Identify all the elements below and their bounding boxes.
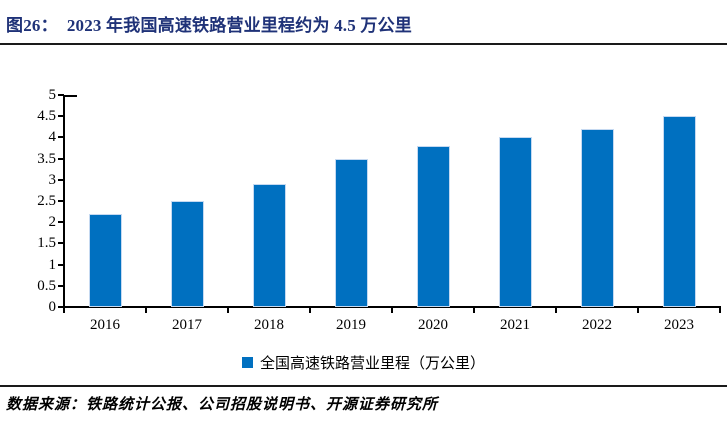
legend-swatch xyxy=(241,357,253,368)
x-axis-label: 2019 xyxy=(336,317,366,333)
source-text: 数据来源：铁路统计公报、公司招股说明书、开源证券研究所 xyxy=(6,397,439,413)
bar-2022 xyxy=(580,128,614,307)
x-axis-label: 2016 xyxy=(90,317,120,333)
source-rule xyxy=(0,385,727,387)
y-axis-tick xyxy=(58,178,64,181)
x-axis-label: 2018 xyxy=(254,317,284,333)
y-axis-tick xyxy=(58,242,64,245)
legend-label: 全国高速铁路营业里程（万公里） xyxy=(259,356,485,372)
y-axis-tick xyxy=(58,200,64,202)
x-axis-label: 2022 xyxy=(582,317,612,333)
bar-2016 xyxy=(88,213,122,307)
y-axis-top-tick xyxy=(63,95,77,97)
y-axis-tick-label: 0.5 xyxy=(37,277,56,294)
y-axis xyxy=(63,95,65,308)
figure-title-text: 2023 年我国高速铁路营业里程约为 4.5 万公里 xyxy=(66,16,413,35)
x-axis-tick xyxy=(719,307,721,313)
y-axis-tick-label: 1 xyxy=(48,256,57,273)
y-axis-tick xyxy=(58,136,64,139)
y-axis-tick xyxy=(58,263,64,266)
y-axis-tick-label: 0 xyxy=(48,299,57,315)
bar-2017 xyxy=(170,201,204,307)
bar-2021 xyxy=(498,137,532,307)
x-axis-tick xyxy=(309,307,311,313)
x-axis-tick xyxy=(637,307,639,313)
figure-title: 图26： 2023 年我国高速铁路营业里程约为 4.5 万公里 xyxy=(6,11,412,36)
y-axis-tick xyxy=(58,284,64,287)
y-axis-tick-label: 1.5 xyxy=(37,235,56,252)
y-axis-tick-label: 3 xyxy=(48,171,57,188)
y-axis-tick xyxy=(58,94,64,96)
x-axis-tick xyxy=(63,307,65,313)
y-axis-tick xyxy=(58,115,64,118)
y-axis-tick xyxy=(58,306,64,308)
bar-2019 xyxy=(334,158,368,307)
y-axis-tick-label: 2 xyxy=(48,214,57,231)
x-axis-tick xyxy=(145,307,147,313)
figure-label: 图26： xyxy=(6,16,58,35)
x-axis-tick xyxy=(391,307,393,313)
y-axis-tick xyxy=(58,157,64,160)
x-axis-tick xyxy=(555,307,557,313)
bar-2023 xyxy=(662,116,696,307)
x-axis-label: 2017 xyxy=(172,317,202,333)
y-axis-tick-label: 3.5 xyxy=(37,150,56,167)
y-axis-tick-label: 4 xyxy=(48,129,57,146)
legend: 全国高速铁路营业里程（万公里） xyxy=(0,352,727,373)
x-axis-label: 2023 xyxy=(664,317,694,333)
x-axis-tick xyxy=(473,307,475,313)
title-rule xyxy=(0,43,727,45)
y-axis-tick-label: 4.5 xyxy=(37,108,56,125)
bar-2020 xyxy=(416,145,450,307)
x-axis-label: 2021 xyxy=(500,317,530,333)
x-axis-tick xyxy=(227,307,229,313)
bar-2018 xyxy=(252,184,286,307)
y-axis-tick xyxy=(58,221,64,224)
x-axis-label: 2020 xyxy=(418,317,448,333)
y-axis-tick-label: 5 xyxy=(48,87,57,103)
y-axis-tick-label: 2.5 xyxy=(37,193,56,209)
